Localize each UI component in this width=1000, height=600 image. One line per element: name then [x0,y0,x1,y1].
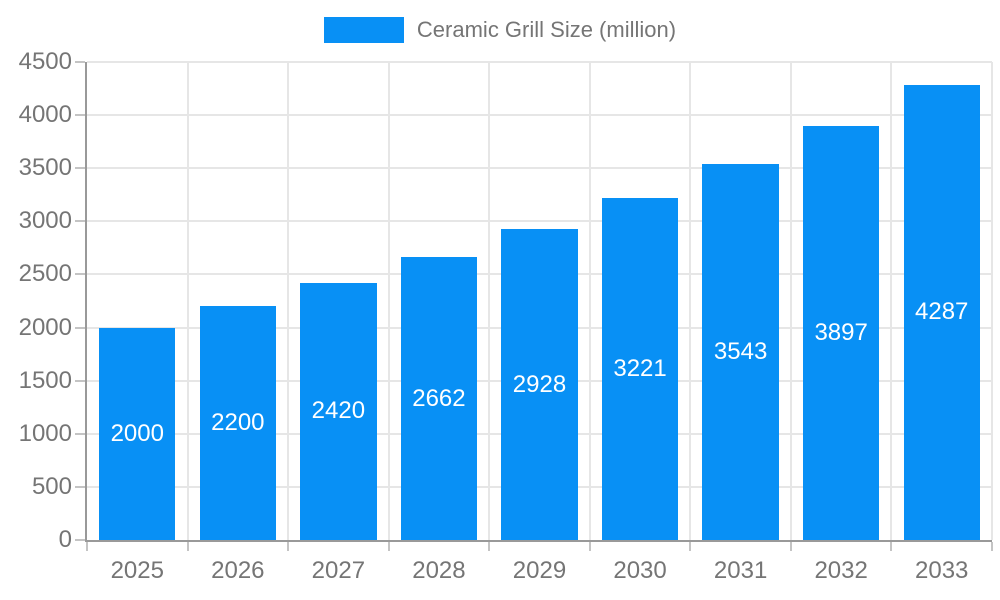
y-axis-label: 1000 [18,419,72,447]
y-axis-label: 4000 [18,101,72,129]
gridline-vertical [890,62,893,540]
bar-value-label: 2200 [211,409,265,437]
y-axis-label: 500 [31,472,72,500]
x-axis-label: 2032 [814,557,868,584]
bar: 2000 [99,327,176,540]
y-axis-label: 4500 [18,48,72,75]
gridline-vertical [588,62,591,540]
bar-value-label: 2420 [311,397,366,425]
bar-value-label: 3897 [814,319,868,347]
y-axis-tick [75,485,85,488]
x-axis-tick [689,542,692,551]
x-axis-tick [86,542,88,551]
x-axis-label: 2029 [512,557,567,584]
x-axis-label: 2027 [311,557,366,584]
bar: 3897 [802,126,880,540]
bar-value-label: 2000 [110,419,164,447]
y-axis-tick [75,326,85,329]
gridline-vertical [689,62,692,540]
bar: 2928 [501,228,578,540]
x-axis-tick [890,542,893,551]
bar: 3543 [702,163,779,540]
x-axis-tick [789,542,792,551]
bar-value-label: 3543 [713,337,768,365]
gridline-vertical [287,62,290,540]
bar-value-label: 2928 [512,370,567,398]
bar-value-label: 3221 [613,354,667,382]
bar-value-label: 4287 [915,298,969,326]
y-axis-label: 2500 [18,260,72,288]
legend[interactable]: Ceramic Grill Size (million) [0,15,1000,45]
y-axis-label: 3000 [18,207,72,235]
gridline-horizontal [87,167,992,170]
x-axis-label: 2031 [713,557,768,584]
y-axis-label: 3500 [18,154,72,182]
bar-value-label: 2662 [412,384,466,412]
x-axis-tick [991,542,993,551]
legend-swatch [323,17,404,43]
y-axis-tick [75,432,85,435]
y-axis-label: 0 [58,526,72,553]
gridline-vertical [186,62,189,540]
y-axis-label: 2000 [18,313,72,341]
y-axis-tick [75,167,85,170]
x-axis-label: 2030 [613,557,667,584]
x-axis-tick [488,542,491,551]
x-axis-tick [287,542,290,551]
y-axis-tick [75,114,85,117]
x-axis-tick [588,542,591,551]
y-axis-tick [75,379,85,382]
bar: 3221 [601,197,679,540]
bar: 4287 [903,84,980,540]
plot-area: 2000 2200 2420 2662 2928 3221 3543 3897 4287 [85,61,993,542]
x-axis-label: 2026 [211,557,265,584]
gridline-vertical [387,62,390,540]
gridline-vertical [488,62,491,540]
y-axis-tick [75,539,85,541]
gridline-horizontal [87,114,992,117]
gridline-vertical [789,62,792,540]
legend-label: Ceramic Grill Size (million) [416,17,677,42]
x-axis-label: 2025 [110,557,164,584]
y-axis-label: 1500 [18,366,72,394]
gridline-horizontal [87,220,992,223]
x-axis-tick [387,542,390,551]
bar: 2662 [400,257,478,540]
x-axis-label: 2028 [412,557,466,584]
x-axis-tick [186,542,189,551]
gridline-horizontal [87,61,992,63]
y-axis-tick [75,61,85,63]
bar: 2200 [199,306,277,540]
y-axis-tick [75,273,85,276]
bar: 2420 [300,282,377,540]
x-axis-label: 2033 [915,557,969,584]
y-axis-tick [75,220,85,223]
gridline-vertical [991,62,993,540]
